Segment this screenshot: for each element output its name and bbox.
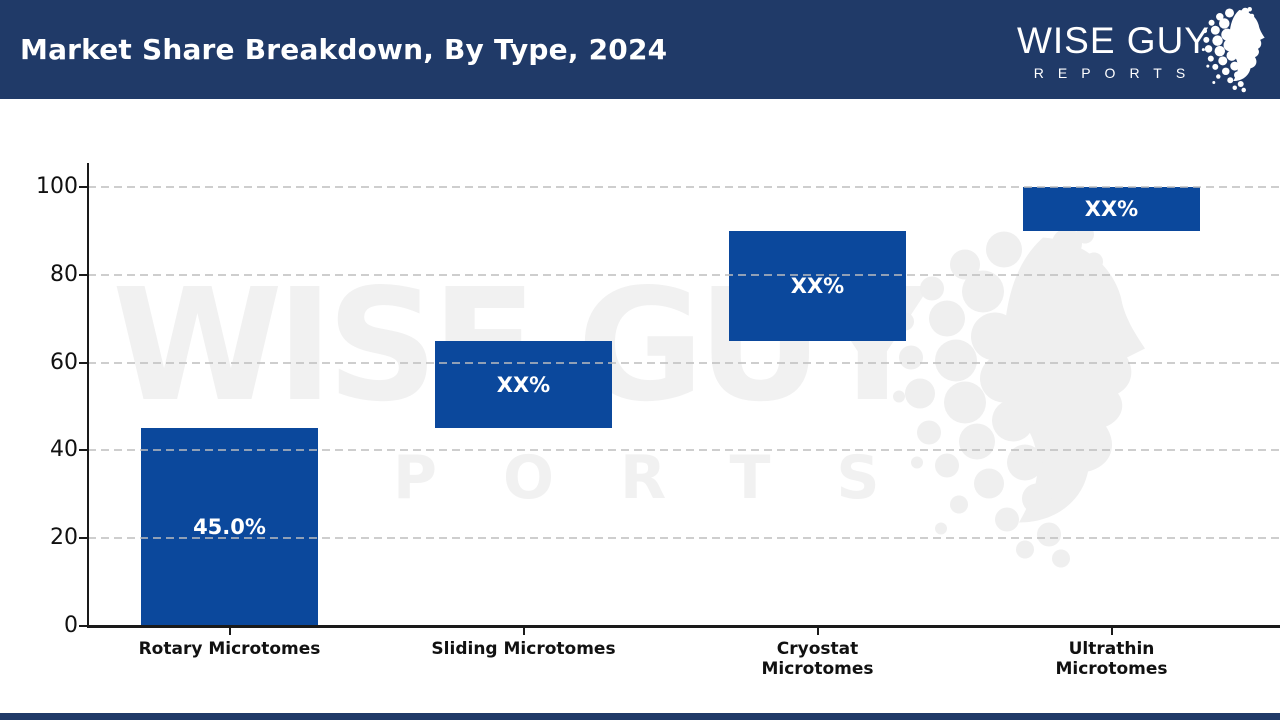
x-tick-mark-3 — [1110, 628, 1113, 635]
x-tick-mark-0 — [228, 628, 231, 635]
gridline-20 — [88, 537, 1280, 540]
chart-title: Market Share Breakdown, By Type, 2024 — [20, 33, 668, 66]
gridline-40 — [88, 449, 1280, 452]
x-axis-spine — [87, 625, 1280, 628]
y-tick-label-0: 0 — [64, 613, 78, 638]
x-category-label-2: Cryostat Microtomes — [761, 639, 874, 680]
logo-wordmark: WISE GUY — [1016, 19, 1210, 61]
y-tick-mark-20 — [79, 537, 88, 540]
x-tick-mark-1 — [522, 628, 525, 635]
bar-label: 45.0% — [193, 515, 266, 540]
gridline-80 — [88, 273, 1280, 276]
y-tick-mark-80 — [79, 273, 88, 276]
y-tick-label-60: 60 — [50, 349, 78, 375]
y-tick-mark-0 — [79, 625, 88, 627]
watermark-subtext: PORTS — [393, 443, 946, 513]
logo-subtext: REPORTS — [1033, 64, 1200, 81]
bar-ultrathin-microtomes: XX% — [1023, 187, 1200, 231]
gridline-60 — [88, 361, 1280, 364]
x-category-label-3: Ultrathin Microtomes — [1055, 639, 1168, 680]
x-category-label-0: Rotary Microtomes — [138, 639, 321, 659]
wiseguy-head-watermark-icon — [893, 225, 1145, 568]
y-tick-label-80: 80 — [50, 261, 78, 287]
y-tick-mark-40 — [79, 449, 88, 452]
bar-cryostat-microtomes: XX% — [729, 230, 906, 341]
bar-label: XX% — [496, 372, 551, 397]
wiseguy-logo: WISE GUY REPORTS — [1017, 6, 1272, 94]
x-category-label-1: Sliding Microtomes — [431, 639, 616, 659]
y-tick-label-20: 20 — [50, 525, 78, 551]
y-tick-label-100: 100 — [36, 174, 78, 199]
bar-sliding-microtomes: XX% — [435, 340, 612, 429]
y-tick-mark-100 — [79, 186, 88, 188]
bar-rotary-microtomes: 45.0% — [141, 428, 318, 626]
y-tick-mark-60 — [79, 361, 88, 364]
header-bar: Market Share Breakdown, By Type, 2024 WI… — [0, 0, 1280, 99]
footer-bar — [0, 713, 1280, 720]
bar-label: XX% — [790, 273, 845, 298]
y-axis-spine — [87, 163, 89, 628]
x-tick-mark-2 — [816, 628, 819, 635]
y-tick-label-40: 40 — [50, 437, 78, 463]
bar-label: XX% — [1084, 196, 1139, 221]
logo-text-block: WISE GUY REPORTS — [1017, 20, 1210, 81]
gridline-100 — [88, 186, 1280, 188]
